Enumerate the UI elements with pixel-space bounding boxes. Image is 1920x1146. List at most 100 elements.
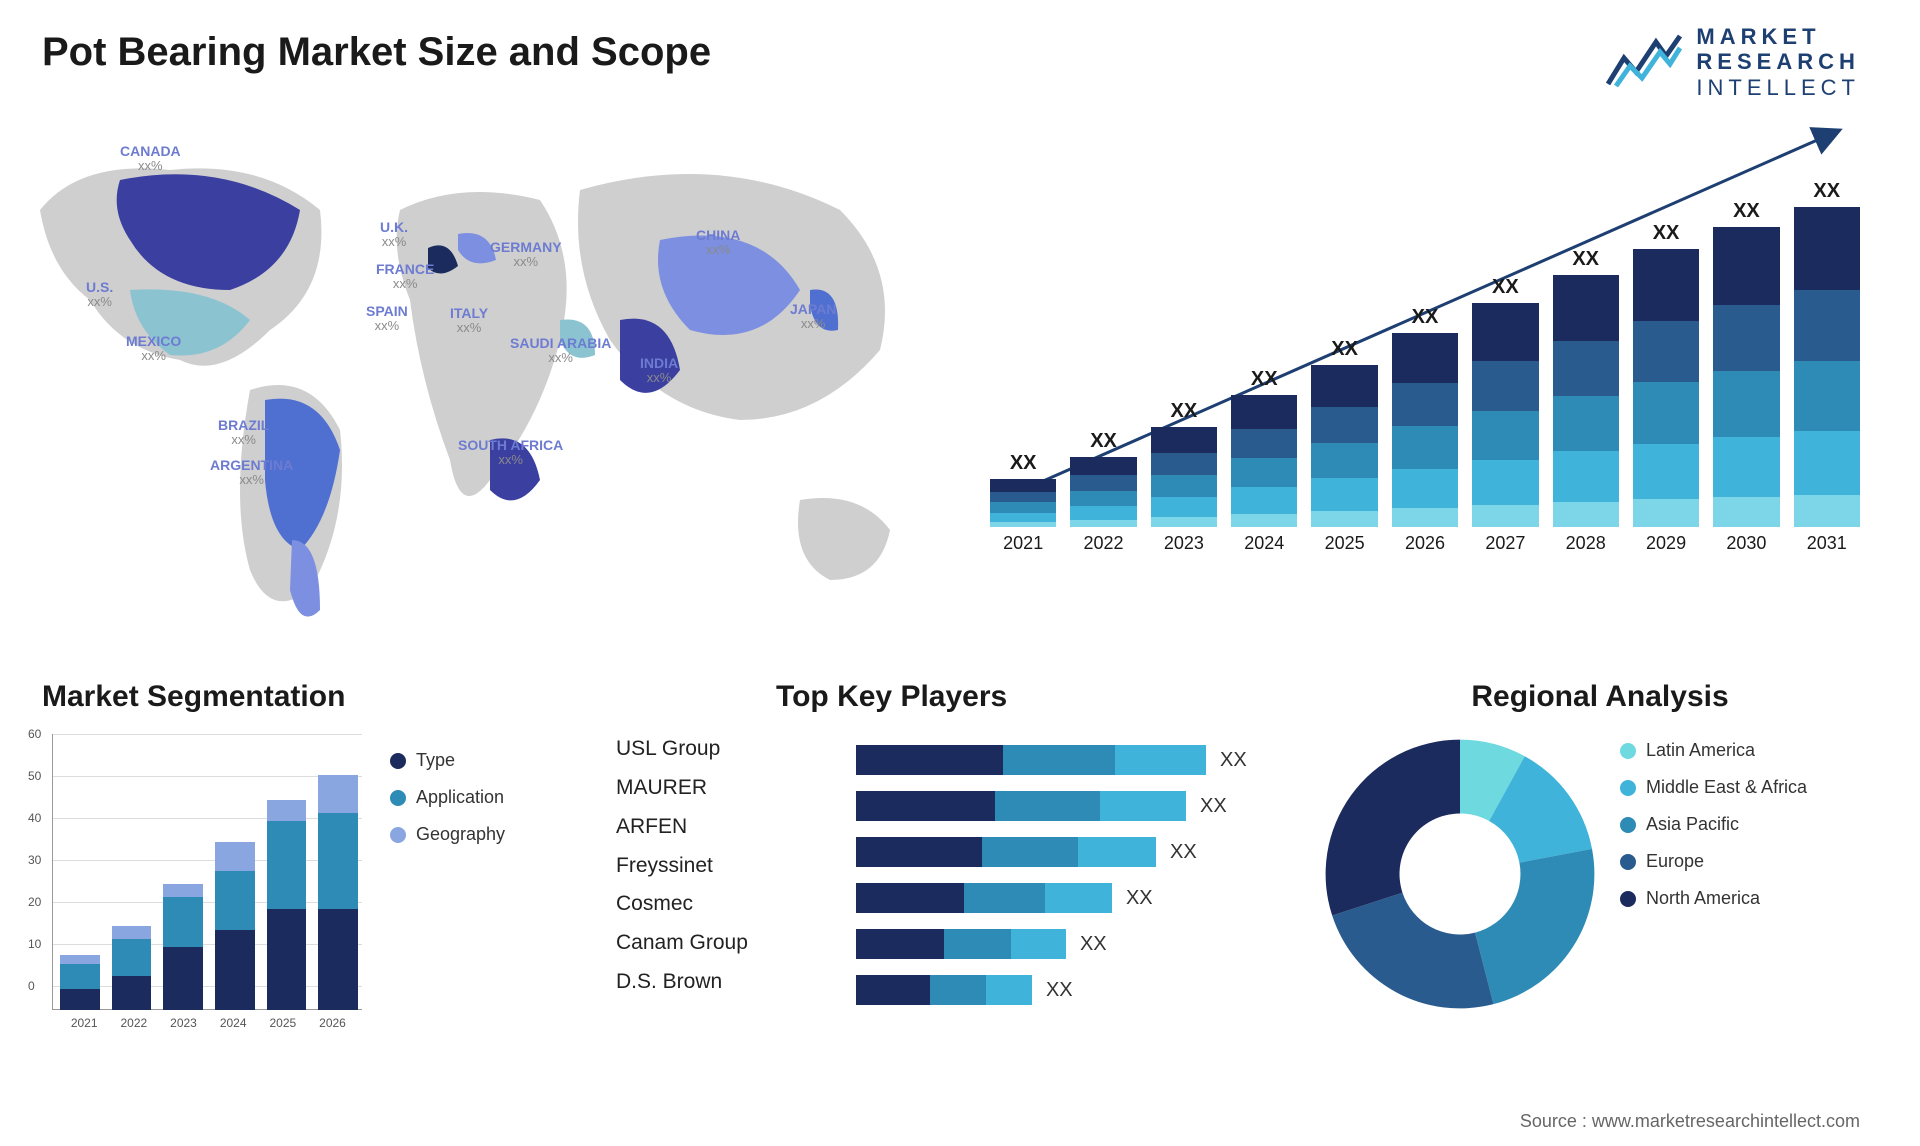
seg-ylabel: 10 (28, 937, 41, 951)
growth-year: 2027 (1485, 533, 1525, 554)
growth-seg (1553, 341, 1619, 396)
seg-xlabel: 2021 (71, 1016, 98, 1030)
growth-seg (1633, 499, 1699, 527)
key-bar-value: XX (1200, 795, 1227, 818)
map-label: SOUTH AFRICAxx% (458, 438, 563, 468)
growth-seg (990, 502, 1056, 513)
segmentation-legend: Type Application Geography (390, 750, 505, 861)
map-label: ARGENTINAxx% (210, 458, 293, 488)
map-label: CHINAxx% (696, 228, 740, 258)
growth-col: XX2021 (990, 452, 1056, 554)
growth-seg (990, 513, 1056, 523)
growth-col: XX2027 (1472, 276, 1538, 554)
map-label: BRAZILxx% (218, 418, 269, 448)
seg-bar (112, 939, 152, 977)
key-player-name: Cosmec (616, 885, 748, 924)
growth-seg (990, 479, 1056, 491)
growth-seg (1794, 207, 1860, 290)
seg-xlabel: 2022 (121, 1016, 148, 1030)
key-players-list: USL GroupMAURERARFENFreyssinetCosmecCana… (616, 730, 748, 1002)
key-players-bars: XXXXXXXXXXXX (856, 740, 1286, 1016)
seg-col (215, 842, 255, 1010)
seg-xlabel: 2023 (170, 1016, 197, 1030)
growth-value: XX (1412, 306, 1439, 329)
legend-label: Type (416, 750, 455, 771)
legend-item: Asia Pacific (1620, 814, 1807, 835)
segmentation-chart: 0102030405060202120222023202420252026 (22, 734, 362, 1034)
regional-title: Regional Analysis (1320, 680, 1880, 714)
seg-bar (215, 930, 255, 1010)
seg-ylabel: 0 (28, 979, 35, 993)
growth-seg (1151, 517, 1217, 527)
growth-value: XX (1331, 338, 1358, 361)
growth-value: XX (1572, 248, 1599, 271)
seg-bar (318, 909, 358, 1010)
seg-ylabel: 20 (28, 895, 41, 909)
seg-xlabel: 2024 (220, 1016, 247, 1030)
growth-year: 2021 (1003, 533, 1043, 554)
key-bar-value: XX (1126, 887, 1153, 910)
growth-year: 2029 (1646, 533, 1686, 554)
key-bar-value: XX (1080, 933, 1107, 956)
donut-slice (1475, 849, 1594, 1004)
growth-seg (1231, 514, 1297, 527)
logo-icon (1606, 34, 1682, 90)
legend-dot (390, 827, 406, 843)
seg-bar (215, 842, 255, 871)
growth-seg (1633, 444, 1699, 500)
legend-dot (1620, 743, 1636, 759)
growth-seg (1151, 453, 1217, 475)
growth-value: XX (1090, 430, 1117, 453)
key-bar-seg (1100, 791, 1186, 821)
growth-seg (1472, 505, 1538, 527)
key-player-name: ARFEN (616, 808, 748, 847)
map-label: INDIAxx% (640, 356, 678, 386)
key-bar-seg (1003, 745, 1115, 775)
growth-col: XX2023 (1151, 400, 1217, 554)
logo-text: MARKET RESEARCH INTELLECT (1696, 24, 1860, 100)
growth-seg (1713, 227, 1779, 305)
growth-seg (1070, 520, 1136, 527)
seg-bar (267, 909, 307, 1010)
key-player-name: MAURER (616, 769, 748, 808)
growth-seg (1713, 437, 1779, 497)
growth-seg (1553, 275, 1619, 341)
seg-ylabel: 60 (28, 727, 41, 741)
seg-ylabel: 50 (28, 769, 41, 783)
segmentation-title: Market Segmentation (42, 680, 562, 714)
legend-label: Europe (1646, 851, 1704, 872)
source-text: Source : www.marketresearchintellect.com (1520, 1111, 1860, 1132)
key-player-name: D.S. Brown (616, 963, 748, 1002)
growth-value: XX (1653, 222, 1680, 245)
map-silhouette (20, 120, 940, 640)
seg-bar (112, 926, 152, 939)
key-bar-seg (982, 837, 1078, 867)
legend-label: Middle East & Africa (1646, 777, 1807, 798)
map-label: U.S.xx% (86, 280, 113, 310)
map-label: CANADAxx% (120, 144, 181, 174)
key-bar-row: XX (856, 832, 1286, 872)
regional-section: Regional Analysis Latin AmericaMiddle Ea… (1320, 680, 1880, 1040)
map-label: FRANCExx% (376, 262, 434, 292)
growth-value: XX (1813, 180, 1840, 203)
legend-dot (390, 790, 406, 806)
seg-col (163, 884, 203, 1010)
growth-seg (1392, 333, 1458, 383)
key-bar-seg (856, 791, 995, 821)
legend-label: Application (416, 787, 504, 808)
growth-seg (1794, 290, 1860, 360)
legend-item: North America (1620, 888, 1807, 909)
growth-seg (1311, 478, 1377, 510)
growth-year: 2022 (1084, 533, 1124, 554)
key-bar-row: XX (856, 786, 1286, 826)
legend-item: Geography (390, 824, 505, 845)
key-bar-seg (856, 745, 1003, 775)
seg-bar (60, 964, 100, 989)
seg-col (318, 775, 358, 1010)
growth-value: XX (1251, 368, 1278, 391)
seg-ylabel: 40 (28, 811, 41, 825)
legend-item: Application (390, 787, 505, 808)
seg-xlabel: 2025 (270, 1016, 297, 1030)
regional-donut (1320, 734, 1600, 1014)
seg-bar (60, 989, 100, 1010)
